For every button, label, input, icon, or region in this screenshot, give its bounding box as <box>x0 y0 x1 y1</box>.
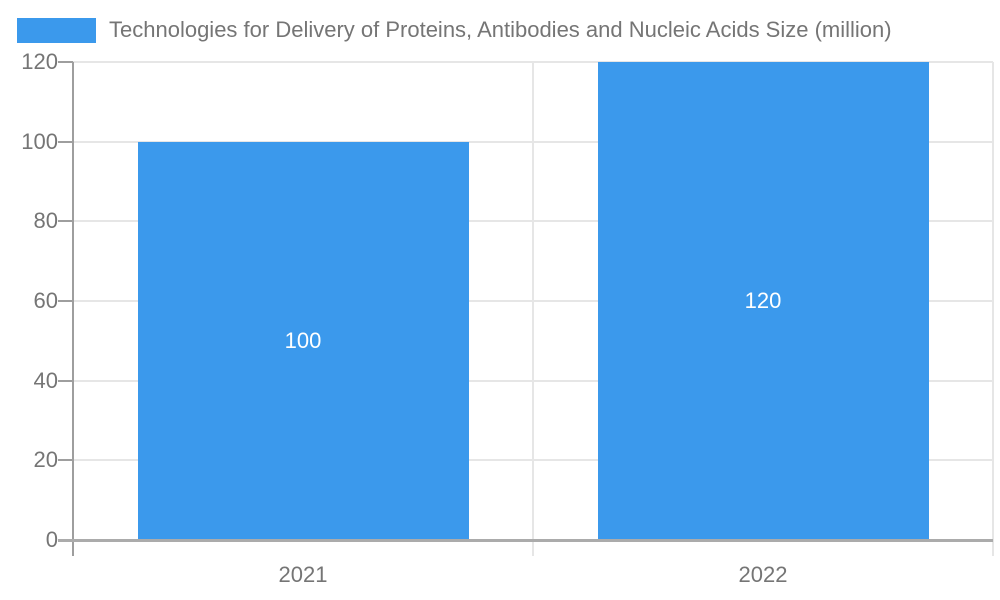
y-tick-20 <box>58 459 73 462</box>
y-tick-60 <box>58 300 73 302</box>
y-axis-line <box>72 62 74 556</box>
legend-swatch <box>17 17 96 43</box>
y-axis-label-120: 120 <box>21 49 58 74</box>
y-tick-80 <box>58 220 73 223</box>
x-axis-label-2021: 2021 <box>278 562 328 587</box>
y-axis-label-60: 60 <box>33 288 58 313</box>
y-axis-label-40: 40 <box>33 367 58 393</box>
y-axis-label-100: 100 <box>21 128 58 154</box>
legend: Technologies for Delivery of Proteins, A… <box>17 17 892 43</box>
y-tick-40 <box>58 379 73 382</box>
bar-2022[interactable] <box>597 62 929 540</box>
y-tick-120 <box>58 61 73 63</box>
y-axis-label-0: 0 <box>45 527 58 552</box>
y-axis-label-80: 80 <box>33 208 58 234</box>
x-axis-label-2022: 2022 <box>738 562 788 587</box>
gridline-x-2 <box>992 62 994 556</box>
y-axis-label-20: 20 <box>33 447 58 473</box>
bar-value-label-2021: 100 <box>284 327 322 353</box>
x-axis-baseline <box>58 539 993 542</box>
bar-value-label-2022: 120 <box>744 288 782 313</box>
y-tick-100 <box>58 140 73 143</box>
bar-2021[interactable] <box>137 141 469 540</box>
legend-label: Technologies for Delivery of Proteins, A… <box>109 17 892 42</box>
gridline-x-1 <box>532 62 534 556</box>
